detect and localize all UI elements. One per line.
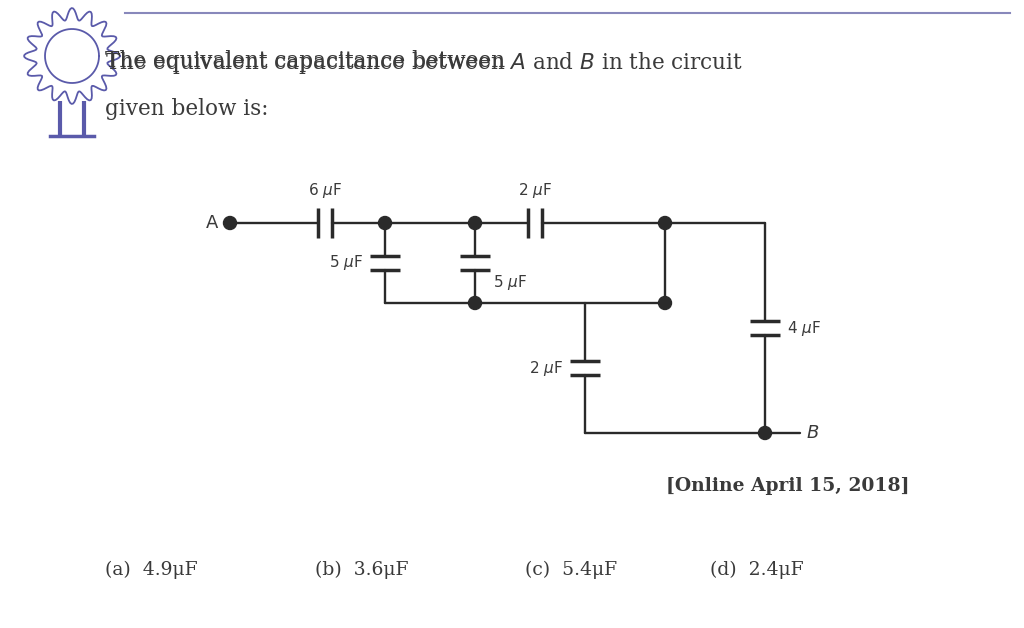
Text: 2 $\mu$F: 2 $\mu$F	[529, 359, 563, 377]
Circle shape	[469, 296, 481, 310]
Text: 4 $\mu$F: 4 $\mu$F	[787, 318, 821, 337]
Text: B: B	[807, 424, 819, 442]
Text: The equivalent capacitance between: The equivalent capacitance between	[105, 50, 512, 72]
Circle shape	[379, 217, 391, 229]
Text: A: A	[206, 214, 218, 232]
Text: (d)  2.4μF: (d) 2.4μF	[710, 561, 804, 579]
Circle shape	[658, 296, 672, 310]
Text: (c)  5.4μF: (c) 5.4μF	[525, 561, 617, 579]
Text: 5 $\mu$F: 5 $\mu$F	[493, 273, 527, 292]
Text: 6 $\mu$F: 6 $\mu$F	[308, 181, 342, 200]
Text: 2 $\mu$F: 2 $\mu$F	[518, 181, 552, 200]
Circle shape	[469, 217, 481, 229]
Text: The equivalent capacitance between $A$ and $B$ in the circuit: The equivalent capacitance between $A$ a…	[105, 50, 743, 76]
Circle shape	[223, 217, 237, 229]
Circle shape	[658, 217, 672, 229]
Circle shape	[759, 426, 771, 440]
Text: [Online April 15, 2018]: [Online April 15, 2018]	[667, 477, 910, 495]
Text: (b)  3.6μF: (b) 3.6μF	[315, 561, 409, 579]
Text: given below is:: given below is:	[105, 98, 268, 120]
Text: (a)  4.9μF: (a) 4.9μF	[105, 561, 198, 579]
Text: 5 $\mu$F: 5 $\mu$F	[329, 254, 362, 273]
